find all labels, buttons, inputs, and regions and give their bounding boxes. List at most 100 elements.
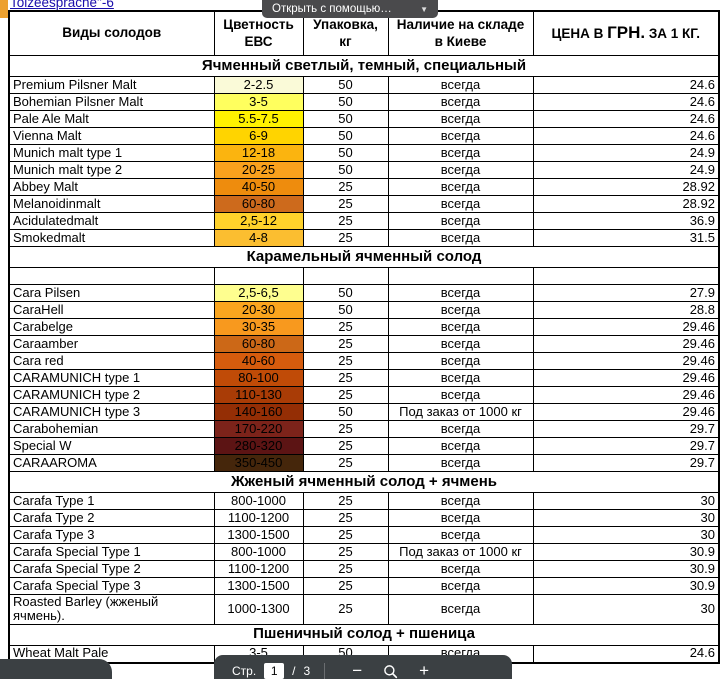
price-cell: 29.46: [532, 403, 720, 421]
document-link[interactable]: Tolzeesprache"-6: [10, 0, 114, 10]
price-cell: 24.6: [532, 76, 720, 94]
stock-cell: всегда: [387, 560, 534, 578]
table-row: CARAMUNICH type 3 140-160 50 Под заказ от 1…: [8, 403, 720, 421]
name-cell: Cara Pilsen: [8, 284, 215, 302]
pack-cell: 50: [302, 301, 389, 319]
table-row: Caraamber 60-80 25 всегда 29.46: [8, 335, 720, 353]
price-cell: 30.9: [532, 577, 720, 595]
table-row: Carafa Special Type 3 1300-1500 25 всегда 30…: [8, 577, 720, 595]
price-cell: 24.6: [532, 127, 720, 145]
ebc-cell: 40-60: [213, 352, 304, 370]
ebc-cell: 60-80: [213, 195, 304, 213]
section-header-row: Карамельный ячменный солод: [8, 246, 720, 268]
ebc-cell: 1000-1300: [213, 594, 304, 625]
price-cell: 28.92: [532, 195, 720, 213]
bottom-left-panel[interactable]: [0, 659, 112, 679]
open-with-label: Открыть с помощью…: [272, 3, 392, 15]
zoom-in-button[interactable]: +: [419, 661, 430, 679]
stock-cell: всегда: [387, 437, 534, 455]
malt-table-body: Ячменный светлый, темный, специальный Pre…: [8, 55, 720, 664]
table-row: [8, 267, 720, 285]
pack-cell: 50: [302, 284, 389, 302]
price-cell: 29.7: [532, 420, 720, 438]
name-cell: Munich malt type 1: [8, 144, 215, 162]
ebc-cell: 1100-1200: [213, 560, 304, 578]
price-cell: 31.5: [532, 229, 720, 247]
toolbar-divider: [324, 663, 326, 679]
pack-cell: 25: [302, 437, 389, 455]
ebc-cell: 2,5-6,5: [213, 284, 304, 302]
page-label: Стр.: [232, 664, 257, 678]
stock-cell: всегда: [387, 577, 534, 595]
page-number-input[interactable]: 1: [264, 663, 285, 679]
name-cell: Bohemian Pilsner Malt: [8, 93, 215, 111]
open-with-button[interactable]: Открыть с помощью… ▼: [262, 0, 438, 18]
name-cell: CARAMUNICH type 2: [8, 386, 215, 404]
stock-cell: всегда: [387, 212, 534, 230]
pack-cell: 50: [302, 93, 389, 111]
price-cell: 29.46: [532, 386, 720, 404]
pack-cell: 50: [302, 161, 389, 179]
pack-cell: 25: [302, 178, 389, 196]
table-row: Carafa Special Type 2 1100-1200 25 всегда 30…: [8, 560, 720, 578]
name-cell: Cara red: [8, 352, 215, 370]
name-cell: Carabelge: [8, 318, 215, 336]
name-cell: Roasted Barley (жженый ячмень).: [8, 594, 215, 625]
price-cell: 24.9: [532, 161, 720, 179]
table-row: Roasted Barley (жженый ячмень). 1000-1300…: [8, 594, 720, 625]
ebc-cell: 12-18: [213, 144, 304, 162]
ebc-cell: 5.5-7.5: [213, 110, 304, 128]
price-header-suffix: ЗА 1 КГ.: [645, 26, 701, 42]
stock-cell: всегда: [387, 352, 534, 370]
zoom-out-button[interactable]: −: [352, 661, 363, 679]
ebc-cell: [213, 267, 304, 285]
col-header-ebc: Цветность ЕВС: [213, 10, 304, 56]
stock-cell: всегда: [387, 318, 534, 336]
ebc-cell: 1300-1500: [213, 577, 304, 595]
ebc-cell: 1300-1500: [213, 526, 304, 544]
price-cell: 29.46: [532, 352, 720, 370]
pack-cell: 25: [302, 543, 389, 561]
table-row: Carafa Type 3 1300-1500 25 всегда 30: [8, 526, 720, 544]
price-cell: 30: [532, 509, 720, 527]
ebc-cell: 60-80: [213, 335, 304, 353]
ebc-cell: 110-130: [213, 386, 304, 404]
pack-cell: [302, 267, 389, 285]
col-header-stock: Наличие на складе в Киеве: [387, 10, 534, 56]
stock-cell: всегда: [387, 526, 534, 544]
price-cell: 29.46: [532, 318, 720, 336]
table-row: CARAMUNICH type 1 80-100 25 всегда 29.46: [8, 369, 720, 387]
pack-cell: 25: [302, 318, 389, 336]
chevron-down-icon: ▼: [420, 4, 428, 14]
name-cell: Carafa Special Type 1: [8, 543, 215, 561]
table-row: Melanoidinmalt 60-80 25 всегда 28.92: [8, 195, 720, 213]
pack-cell: 25: [302, 195, 389, 213]
pack-cell: 25: [302, 352, 389, 370]
ebc-cell: 2,5-12: [213, 212, 304, 230]
table-row: Vienna Malt 6-9 50 всегда 24.6: [8, 127, 720, 145]
name-cell: Melanoidinmalt: [8, 195, 215, 213]
table-row: Carafa Type 1 800-1000 25 всегда 30: [8, 492, 720, 510]
page-edge-accent: [0, 0, 8, 18]
price-cell: 29.46: [532, 369, 720, 387]
name-cell: Pale Ale Malt: [8, 110, 215, 128]
ebc-cell: 20-30: [213, 301, 304, 319]
ebc-cell: 280-320: [213, 437, 304, 455]
stock-cell: всегда: [387, 454, 534, 472]
pack-cell: 25: [302, 526, 389, 544]
table-row: Special W 280-320 25 всегда 29.7: [8, 437, 720, 455]
page-separator: /: [292, 664, 296, 678]
table-row: CARAMUNICH type 2 110-130 25 всегда 29.46: [8, 386, 720, 404]
name-cell: Carafa Type 1: [8, 492, 215, 510]
table-row: Munich malt type 1 12-18 50 всегда 24.9: [8, 144, 720, 162]
price-cell: 24.6: [532, 644, 720, 664]
stock-cell: всегда: [387, 492, 534, 510]
price-cell: 30.9: [532, 543, 720, 561]
price-cell: 30: [532, 594, 720, 625]
ebc-cell: 800-1000: [213, 543, 304, 561]
stock-cell: всегда: [387, 284, 534, 302]
stock-cell: всегда: [387, 144, 534, 162]
pack-cell: 50: [302, 144, 389, 162]
ebc-cell: 40-50: [213, 178, 304, 196]
zoom-reset-button[interactable]: [383, 663, 398, 679]
